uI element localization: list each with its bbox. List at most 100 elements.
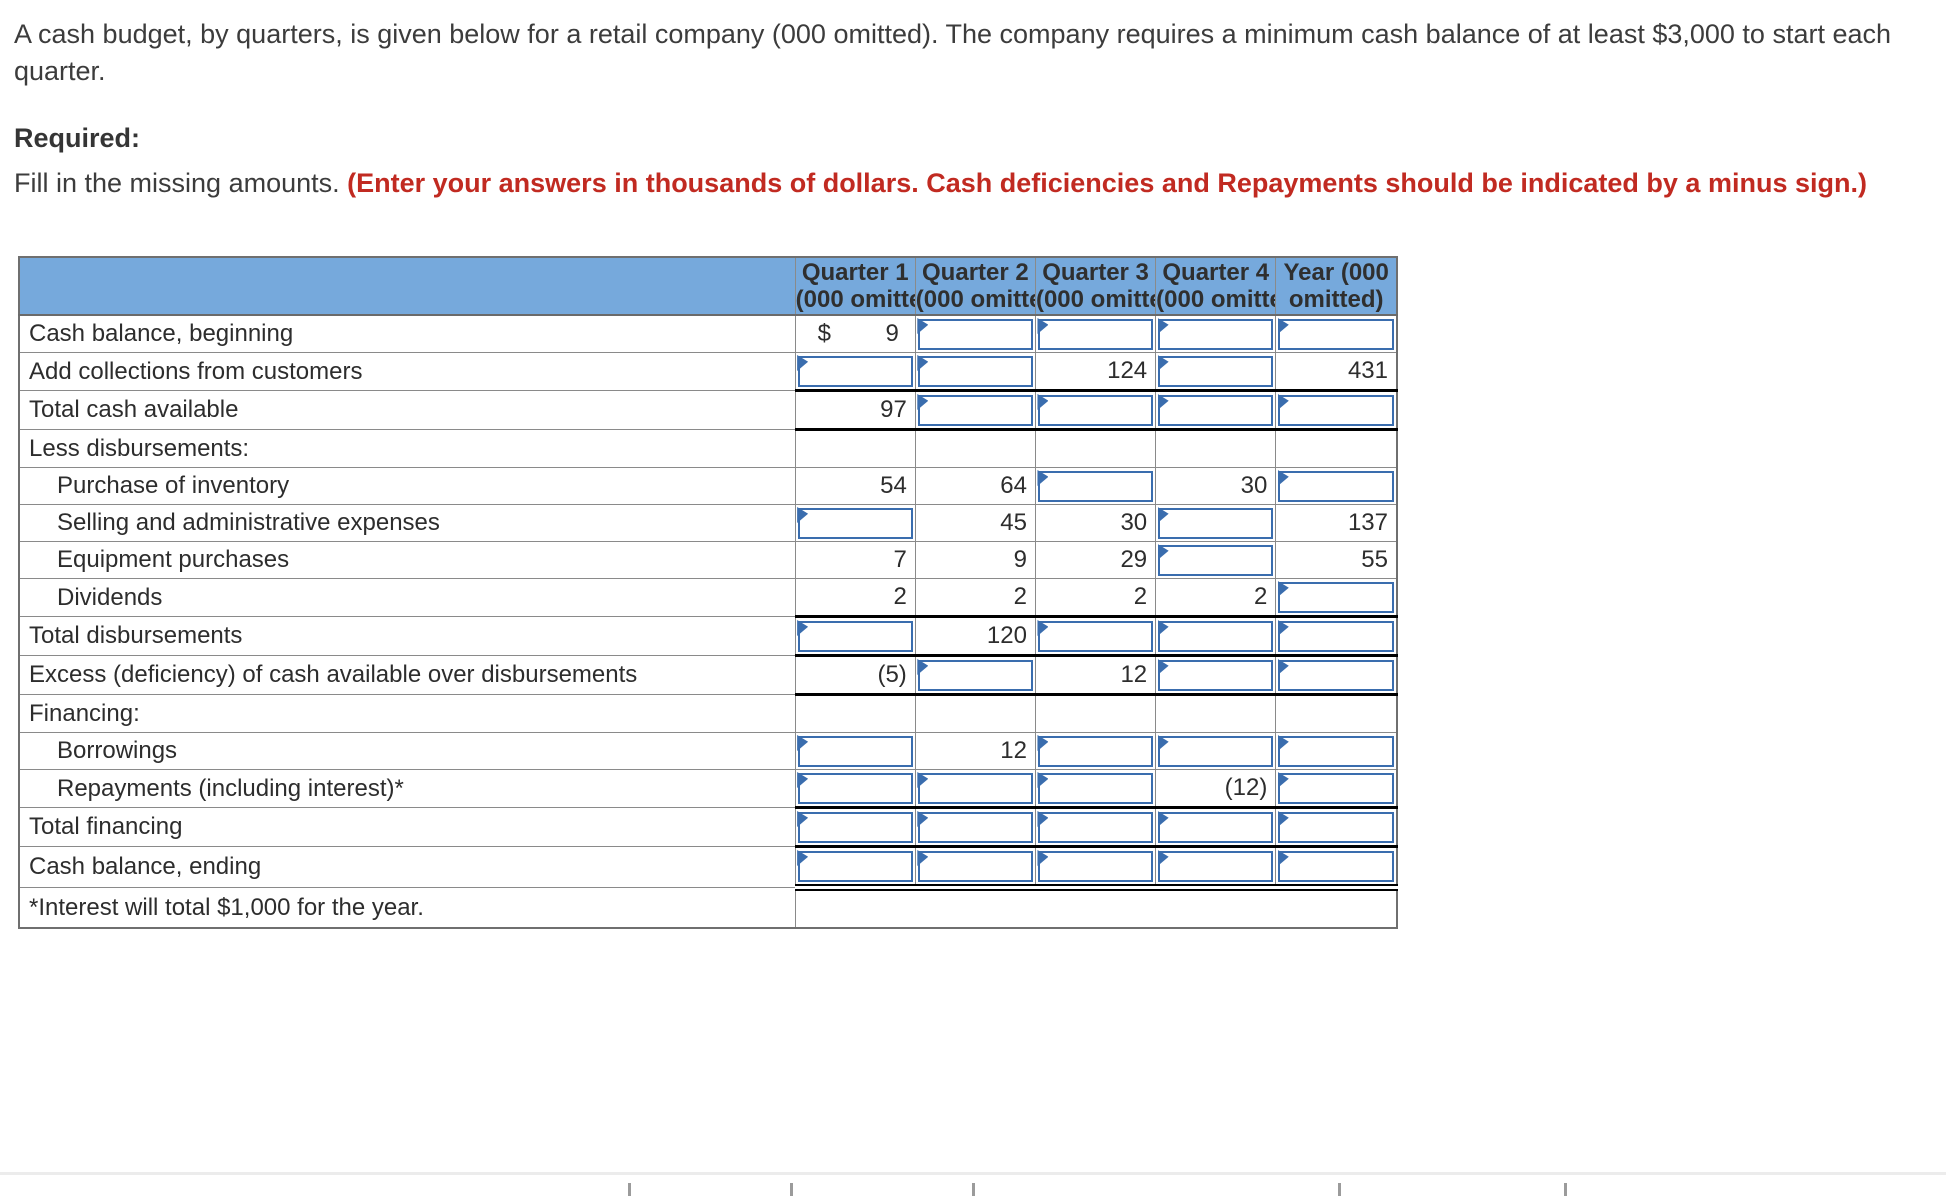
- answer-input-cell[interactable]: [797, 811, 913, 843]
- input-cell-container: [914, 390, 1036, 431]
- input-cell-container: [794, 807, 916, 848]
- answer-input-cell[interactable]: [1037, 811, 1154, 843]
- static-cell: 29: [1034, 541, 1157, 579]
- cutoff-table-tick: [1338, 1183, 1341, 1196]
- answer-input-cell[interactable]: [1037, 620, 1154, 652]
- input-cell-container: [1275, 390, 1398, 431]
- blank-cell: [794, 694, 916, 733]
- answer-input-cell[interactable]: [1158, 620, 1274, 652]
- answer-input-cell[interactable]: [797, 772, 913, 804]
- cutoff-table-tick: [790, 1183, 793, 1196]
- row-label: Cash balance, beginning: [18, 314, 796, 353]
- static-cell: 12: [914, 732, 1036, 770]
- instruction-plain-text: Fill in the missing amounts.: [14, 168, 348, 198]
- answer-input-cell[interactable]: [797, 507, 913, 539]
- answer-input-cell[interactable]: [917, 772, 1033, 804]
- required-label: Required:: [14, 123, 141, 153]
- table-row: Total financing: [18, 807, 1398, 848]
- cutoff-table-tick: [1564, 1183, 1567, 1196]
- answer-input-cell[interactable]: [1158, 735, 1274, 767]
- table-row: Dividends 2 2 2 2: [18, 578, 1398, 618]
- cutoff-table-divider: [0, 1172, 1946, 1175]
- static-cell: 30: [1034, 504, 1157, 542]
- cell-value: 9: [885, 320, 899, 347]
- answer-input-cell[interactable]: [1158, 811, 1274, 843]
- input-cell-container: [1034, 846, 1157, 891]
- answer-input-cell[interactable]: [1158, 659, 1274, 691]
- column-header: Quarter 3(000 omitted): [1034, 256, 1157, 316]
- input-cell-container: [1275, 467, 1398, 505]
- answer-input-cell[interactable]: [917, 811, 1033, 843]
- input-cell-container: [1275, 616, 1398, 657]
- answer-input-cell[interactable]: [1278, 470, 1394, 502]
- input-cell-container: [914, 314, 1036, 353]
- input-cell-container: [914, 807, 1036, 848]
- answer-input-cell[interactable]: [1037, 470, 1154, 502]
- static-cell: (12): [1155, 769, 1277, 809]
- row-label: Total financing: [18, 807, 796, 847]
- answer-input-cell[interactable]: [1158, 544, 1274, 576]
- budget-table: Quarter 1(000 omitted)Quarter 2(000 omit…: [18, 256, 1398, 929]
- static-cell: $9: [794, 314, 916, 353]
- answer-input-cell[interactable]: [1037, 735, 1154, 767]
- table-row: Total disbursements 120: [18, 616, 1398, 657]
- answer-input-cell[interactable]: [797, 620, 913, 652]
- answer-input-cell[interactable]: [917, 394, 1033, 426]
- input-cell-container: [794, 846, 916, 891]
- input-cell-container: [914, 769, 1036, 809]
- input-cell-container: [1275, 578, 1398, 618]
- input-cell-container: [794, 616, 916, 657]
- answer-input-cell[interactable]: [1158, 318, 1274, 350]
- answer-input-cell[interactable]: [1037, 318, 1154, 350]
- row-label: Total disbursements: [18, 616, 796, 656]
- static-cell: 120: [914, 616, 1036, 657]
- row-label: Financing:: [18, 694, 796, 733]
- static-cell: 124: [1034, 352, 1157, 392]
- blank-cell: [914, 694, 1036, 733]
- answer-input-cell[interactable]: [797, 850, 913, 881]
- answer-input-cell[interactable]: [917, 355, 1033, 387]
- instruction-emphasis-text: (Enter your answers in thousands of doll…: [347, 168, 1867, 198]
- answer-input-cell[interactable]: [1158, 850, 1274, 881]
- answer-input-cell[interactable]: [1278, 659, 1394, 691]
- static-cell: 2: [1155, 578, 1277, 618]
- row-label: Total cash available: [18, 390, 796, 430]
- answer-input-cell[interactable]: [1037, 394, 1154, 426]
- answer-input-cell[interactable]: [1278, 581, 1394, 613]
- answer-input-cell[interactable]: [1278, 620, 1394, 652]
- answer-input-cell[interactable]: [1158, 355, 1274, 387]
- static-cell: 2: [914, 578, 1036, 618]
- input-cell-container: [794, 504, 916, 542]
- static-cell: 12: [1034, 655, 1157, 696]
- answer-input-cell[interactable]: [917, 850, 1033, 881]
- answer-input-cell[interactable]: [917, 318, 1033, 350]
- answer-input-cell[interactable]: [1278, 811, 1394, 843]
- input-cell-container: [1275, 655, 1398, 696]
- answer-input-cell[interactable]: [1278, 318, 1394, 350]
- answer-input-cell[interactable]: [1278, 772, 1394, 804]
- answer-input-cell[interactable]: [1278, 394, 1394, 426]
- blank-cell: [1034, 429, 1157, 468]
- table-row: Selling and administrative expenses 45 30 1…: [18, 504, 1398, 542]
- static-cell: 2: [794, 578, 916, 618]
- input-cell-container: [1034, 616, 1157, 657]
- answer-input-cell[interactable]: [1278, 735, 1394, 767]
- answer-input-cell[interactable]: [1278, 850, 1394, 881]
- input-cell-container: [1034, 314, 1157, 353]
- input-cell-container: [1155, 846, 1277, 891]
- answer-input-cell[interactable]: [1158, 394, 1274, 426]
- answer-input-cell[interactable]: [1158, 507, 1274, 539]
- column-header: Quarter 4(000 omitted): [1155, 256, 1277, 316]
- answer-input-cell[interactable]: [917, 659, 1033, 691]
- blank-cell: [1275, 694, 1398, 733]
- answer-input-cell[interactable]: [1037, 850, 1154, 881]
- answer-input-cell[interactable]: [797, 355, 913, 387]
- input-cell-container: [1155, 616, 1277, 657]
- input-cell-container: [1275, 846, 1398, 891]
- answer-input-cell[interactable]: [1037, 772, 1154, 804]
- header-row: Quarter 1(000 omitted)Quarter 2(000 omit…: [18, 256, 1398, 316]
- answer-input-cell[interactable]: [797, 735, 913, 767]
- static-cell: 431: [1275, 352, 1398, 392]
- page-intro: A cash budget, by quarters, is given bel…: [0, 0, 1944, 202]
- static-cell: 2: [1034, 578, 1157, 618]
